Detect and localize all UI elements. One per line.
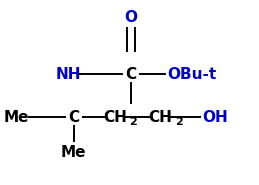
- Text: C: C: [68, 110, 79, 125]
- Text: O: O: [124, 10, 137, 25]
- Text: C: C: [125, 66, 136, 82]
- Text: OBu-t: OBu-t: [167, 66, 216, 82]
- Text: Me: Me: [4, 110, 30, 125]
- Text: NH: NH: [56, 66, 81, 82]
- Text: CH: CH: [149, 110, 172, 125]
- Text: CH: CH: [103, 110, 127, 125]
- Text: 2: 2: [175, 117, 183, 127]
- Text: Me: Me: [61, 145, 87, 160]
- Text: OH: OH: [202, 110, 228, 125]
- Text: 2: 2: [130, 117, 137, 127]
